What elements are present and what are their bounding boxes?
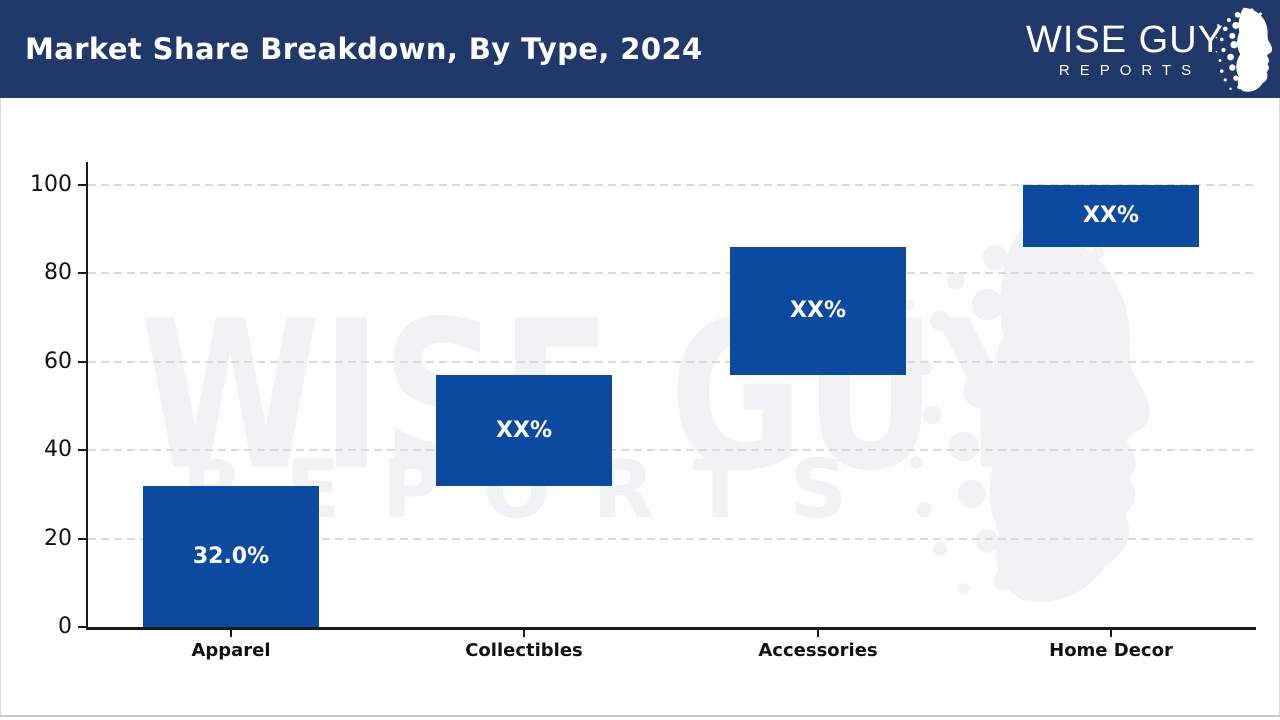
bar-value-label: XX% <box>790 298 846 323</box>
y-tick-mark <box>78 538 86 540</box>
bar-collectibles <box>436 375 612 486</box>
x-category-label: Apparel <box>191 640 271 661</box>
page-title: Market Share Breakdown, By Type, 2024 <box>25 32 703 66</box>
x-category-label: Accessories <box>758 640 878 661</box>
x-axis-line <box>86 627 1256 630</box>
x-tick-mark <box>523 630 525 637</box>
bar-home-decor <box>1023 185 1199 247</box>
y-tick-label: 80 <box>44 260 72 285</box>
bar-accessories <box>730 247 906 375</box>
gridline-80 <box>88 272 1254 274</box>
x-category-label: Home Decor <box>1049 640 1173 661</box>
x-tick-mark <box>817 630 819 637</box>
y-tick-mark <box>78 184 86 186</box>
brand-tagline: REPORTS <box>1058 62 1202 79</box>
brand-face-icon <box>1215 7 1273 92</box>
gridline-20 <box>88 538 1254 540</box>
brand-logo-text: WISE GUY REPORTS <box>1026 21 1224 79</box>
watermark-face-icon <box>896 225 1150 602</box>
gridline-60 <box>88 361 1254 363</box>
y-tick-label: 0 <box>58 614 72 639</box>
y-axis-line <box>86 162 88 630</box>
y-tick-mark <box>78 361 86 363</box>
y-tick-mark <box>78 626 86 628</box>
gridline-40 <box>88 449 1254 451</box>
y-tick-label: 20 <box>44 526 72 551</box>
brand-wordmark: WISE GUY <box>1025 19 1224 61</box>
y-tick-label: 40 <box>44 437 72 462</box>
y-tick-mark <box>78 272 86 274</box>
y-tick-label: 60 <box>44 349 72 374</box>
y-tick-mark <box>78 449 86 451</box>
x-tick-mark <box>1110 630 1112 637</box>
bar-apparel <box>143 486 319 627</box>
header: Market Share Breakdown, By Type, 2024 WI… <box>0 0 1280 98</box>
bottom-border <box>0 715 1280 717</box>
x-tick-mark <box>230 630 232 637</box>
x-category-label: Collectibles <box>465 640 583 661</box>
bar-value-label: XX% <box>1083 203 1139 228</box>
y-tick-label: 100 <box>30 172 72 197</box>
bar-value-label: XX% <box>496 418 552 443</box>
gridline-100 <box>88 184 1254 186</box>
brand-logo: WISE GUY REPORTS <box>1026 4 1274 96</box>
bar-value-label: 32.0% <box>192 544 270 569</box>
